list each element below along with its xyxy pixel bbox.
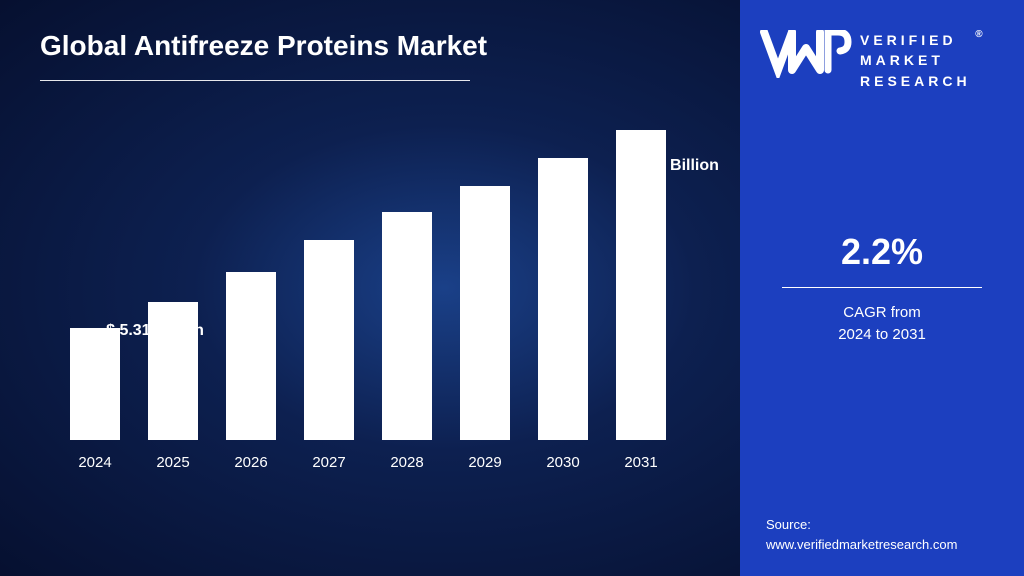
bar-wrapper: 2026	[226, 272, 276, 471]
bar-category-label: 2031	[624, 454, 657, 471]
chart-panel: Global Antifreeze Proteins Market $ 5.31…	[0, 0, 740, 576]
bar-category-label: 2029	[468, 454, 501, 471]
source-label: Source:	[766, 515, 957, 535]
bar	[460, 186, 510, 440]
bar-category-label: 2027	[312, 454, 345, 471]
bar-wrapper: 2025	[148, 302, 198, 471]
cagr-block: 2.2% CAGR from 2024 to 2031	[760, 231, 1004, 347]
bar-category-label: 2030	[546, 454, 579, 471]
brand-text-line: VERIFIED	[860, 30, 971, 50]
info-panel: VERIFIED MARKET RESEARCH ® 2.2% CAGR fro…	[740, 0, 1024, 576]
bar	[382, 212, 432, 440]
bar-wrapper: 2028	[382, 212, 432, 471]
title-divider	[40, 80, 470, 81]
chart-title: Global Antifreeze Proteins Market	[40, 30, 700, 62]
brand-text-line: RESEARCH	[860, 71, 971, 91]
bar	[70, 328, 120, 440]
bar	[616, 130, 666, 440]
cagr-divider	[782, 287, 982, 288]
bar-category-label: 2028	[390, 454, 423, 471]
registered-mark: ®	[975, 28, 986, 43]
bar-category-label: 2025	[156, 454, 189, 471]
source-attribution: Source: www.verifiedmarketresearch.com	[766, 515, 957, 554]
bars-container: 2024 2025 2026 2027 2028 2029 2030 2031	[60, 161, 680, 471]
cagr-value: 2.2%	[770, 231, 994, 273]
brand-text-line: MARKET	[860, 50, 971, 70]
bar	[148, 302, 198, 440]
bar	[538, 158, 588, 440]
bar	[226, 272, 276, 440]
bar-wrapper: 2024	[70, 328, 120, 471]
brand-logo: VERIFIED MARKET RESEARCH ®	[760, 30, 1004, 91]
bar-chart: $ 5.31 Billion $ 6.32 Billion 2024202520…	[60, 161, 680, 521]
bar-category-label: 2024	[78, 454, 111, 471]
bar-wrapper: 2031	[616, 130, 666, 471]
bar-wrapper: 2029	[460, 186, 510, 471]
vmr-logo-icon	[760, 30, 852, 78]
bar-wrapper: 2027	[304, 240, 354, 471]
source-url: www.verifiedmarketresearch.com	[766, 535, 957, 555]
brand-text: VERIFIED MARKET RESEARCH ®	[860, 30, 971, 91]
bar-category-label: 2026	[234, 454, 267, 471]
cagr-label: CAGR from 2024 to 2031	[770, 302, 994, 347]
bar	[304, 240, 354, 440]
bar-wrapper: 2030	[538, 158, 588, 471]
